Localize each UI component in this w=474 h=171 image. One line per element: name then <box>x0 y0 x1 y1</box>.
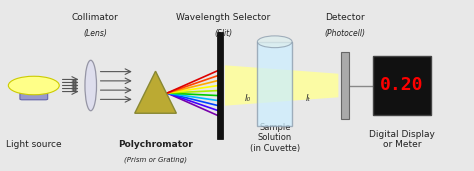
Text: I₀: I₀ <box>245 94 251 103</box>
Circle shape <box>9 76 59 95</box>
Text: Detector: Detector <box>325 13 365 22</box>
Text: (Slit): (Slit) <box>215 29 233 38</box>
Text: Wavelength Selector: Wavelength Selector <box>176 13 271 22</box>
Text: Polychromator: Polychromator <box>118 140 193 149</box>
Text: (Photocell): (Photocell) <box>324 29 365 38</box>
FancyBboxPatch shape <box>341 52 349 119</box>
Text: Sample
Solution
(in Cuvette): Sample Solution (in Cuvette) <box>250 123 300 153</box>
Text: (Prism or Grating): (Prism or Grating) <box>124 156 187 163</box>
Text: Digital Display
or Meter: Digital Display or Meter <box>369 130 435 149</box>
Text: Collimator: Collimator <box>72 13 119 22</box>
Text: 0.20: 0.20 <box>380 76 424 95</box>
Ellipse shape <box>257 36 292 48</box>
FancyBboxPatch shape <box>217 32 223 139</box>
Text: Iₜ: Iₜ <box>306 94 311 103</box>
Text: (Lens): (Lens) <box>83 29 107 38</box>
Text: Light source: Light source <box>7 140 62 149</box>
Polygon shape <box>135 71 176 113</box>
FancyBboxPatch shape <box>20 92 48 100</box>
FancyBboxPatch shape <box>373 56 431 115</box>
Ellipse shape <box>85 60 97 111</box>
Polygon shape <box>225 65 338 106</box>
FancyBboxPatch shape <box>257 42 292 126</box>
